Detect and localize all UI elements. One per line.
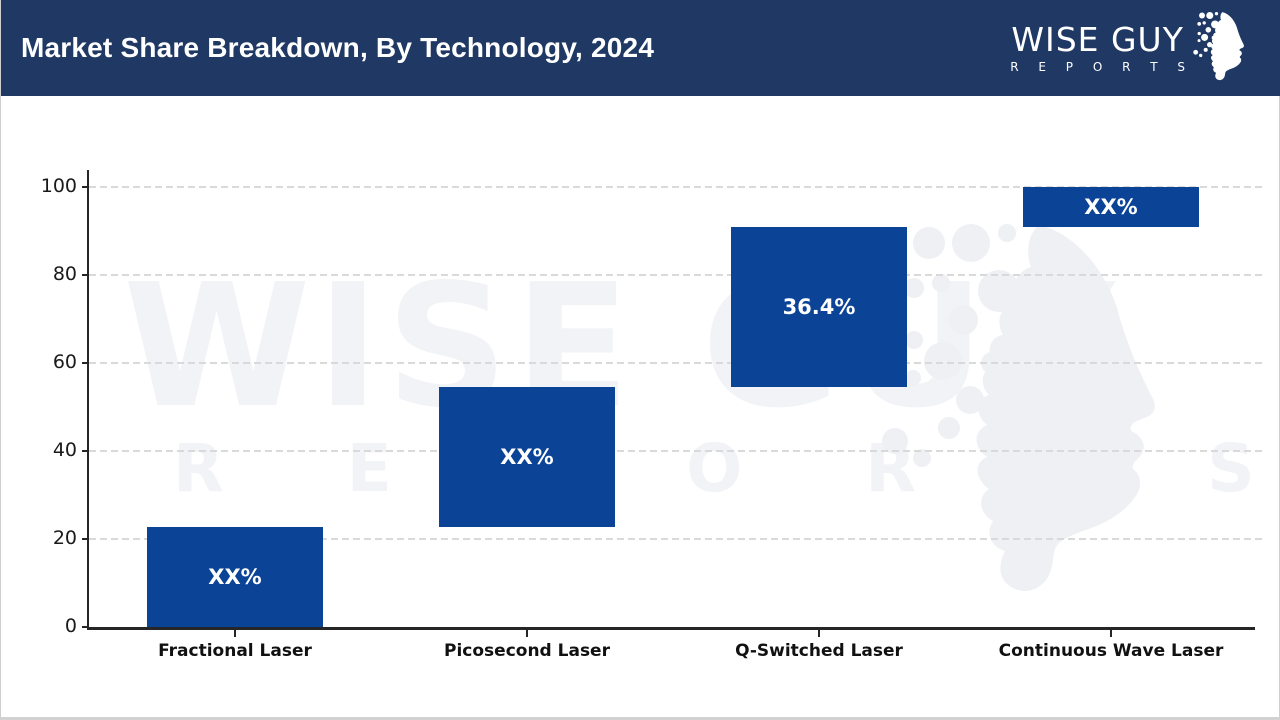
x-tick-label: Q-Switched Laser bbox=[735, 641, 903, 661]
logo-subtitle: R E P O R T S bbox=[1010, 60, 1193, 74]
logo-face-icon bbox=[1193, 11, 1244, 81]
x-tick-mark bbox=[234, 629, 236, 637]
y-tick-label: 40 bbox=[52, 439, 77, 461]
bar-value-label: XX% bbox=[208, 565, 262, 590]
y-tick-mark bbox=[82, 362, 89, 364]
y-tick-mark bbox=[82, 626, 89, 628]
logo-wordmark: WISE GUY bbox=[1011, 20, 1184, 59]
y-tick-mark bbox=[82, 450, 89, 452]
x-tick-label: Continuous Wave Laser bbox=[998, 641, 1224, 661]
bar: XX% bbox=[147, 527, 323, 627]
bar: XX% bbox=[439, 387, 615, 528]
header-bar: Market Share Breakdown, By Technology, 2… bbox=[1, 0, 1280, 96]
x-tick-mark bbox=[818, 629, 820, 637]
x-tick-mark bbox=[526, 629, 528, 637]
bottom-border bbox=[1, 717, 1280, 720]
gridline bbox=[89, 450, 1263, 452]
x-tick-label: Fractional Laser bbox=[158, 641, 312, 661]
x-tick-mark bbox=[1110, 629, 1112, 637]
bar-value-label: 36.4% bbox=[782, 295, 856, 320]
gridline bbox=[89, 538, 1263, 540]
bar-value-label: XX% bbox=[500, 445, 554, 470]
y-tick-label: 60 bbox=[52, 351, 77, 373]
y-tick-mark bbox=[82, 274, 89, 276]
gridline bbox=[89, 274, 1263, 276]
y-tick-label: 80 bbox=[52, 263, 77, 285]
y-tick-label: 0 bbox=[64, 615, 77, 637]
gridline bbox=[89, 362, 1263, 364]
y-axis bbox=[86, 170, 89, 630]
x-tick-label: Picosecond Laser bbox=[444, 641, 610, 661]
y-tick-label: 20 bbox=[52, 527, 77, 549]
bar: XX% bbox=[1023, 187, 1199, 228]
y-tick-label: 100 bbox=[40, 175, 77, 197]
x-axis bbox=[86, 627, 1255, 630]
gridline bbox=[89, 186, 1263, 188]
y-tick-mark bbox=[82, 538, 89, 540]
bar-value-label: XX% bbox=[1084, 195, 1138, 220]
bar: 36.4% bbox=[731, 227, 907, 388]
logo-text: WISE GUY R E P O R T S bbox=[1002, 23, 1193, 73]
y-tick-mark bbox=[82, 186, 89, 188]
wise-guy-reports-logo: WISE GUY R E P O R T S bbox=[1002, 7, 1267, 89]
page-title: Market Share Breakdown, By Technology, 2… bbox=[21, 32, 655, 63]
